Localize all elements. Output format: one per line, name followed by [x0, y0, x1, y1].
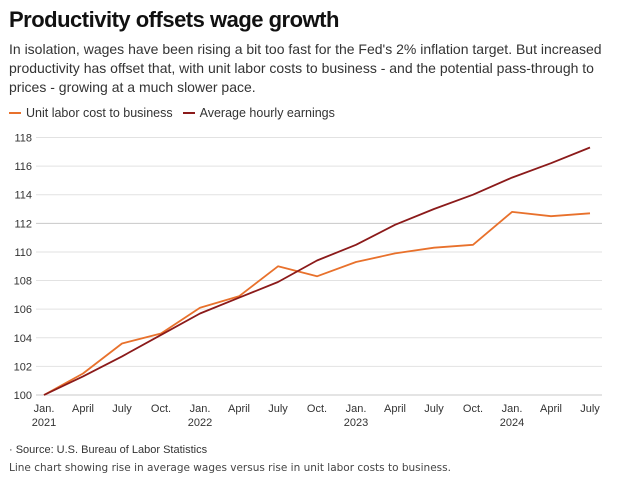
x-tick-label: April [540, 403, 562, 415]
x-tick-label: July [424, 403, 444, 415]
chart-caption: Line chart showing rise in average wages… [9, 462, 451, 474]
series-line-unit-labor-cost-to-business [43, 211, 591, 396]
y-tick-label: 112 [14, 218, 32, 230]
legend-item-unit-labor-cost: Unit labor cost to business [9, 106, 173, 120]
y-tick-label: 102 [14, 361, 32, 373]
legend-label: Unit labor cost to business [26, 106, 173, 120]
source-note: · Source: U.S. Bureau of Labor Statistic… [9, 444, 208, 456]
x-tick-label: April [228, 403, 250, 415]
series-lines [43, 146, 591, 396]
legend-label: Average hourly earnings [199, 106, 335, 120]
x-tick-year-label: 2022 [188, 417, 212, 429]
y-axis-ticks: 100 102 104 106 108 110 112 114 116 118 [14, 133, 32, 403]
x-tick-label: July [112, 403, 132, 415]
y-tick-label: 110 [14, 247, 32, 259]
series-line-average-hourly-earnings [43, 146, 591, 396]
x-tick-label: Jan. [502, 403, 523, 415]
x-tick-year-label: 2021 [32, 417, 56, 429]
x-tick-label: April [72, 403, 94, 415]
chart-subtitle: In isolation, wages have been rising a b… [9, 41, 602, 95]
y-tick-label: 116 [14, 161, 32, 173]
y-tick-label: 100 [14, 390, 32, 402]
x-tick-label: Jan. [346, 403, 367, 415]
legend: Unit labor cost to business Average hour… [9, 106, 335, 120]
x-tick-label: April [384, 403, 406, 415]
chart-title: Productivity offsets wage growth [9, 7, 339, 32]
legend-item-average-hourly-earnings: Average hourly earnings [182, 106, 335, 120]
x-tick-label: Oct. [307, 403, 327, 415]
x-tick-label: Jan. [190, 403, 211, 415]
gridlines [36, 137, 602, 396]
y-tick-label: 108 [14, 276, 32, 288]
y-tick-label: 104 [14, 333, 32, 345]
x-tick-label: Oct. [151, 403, 171, 415]
x-tick-label: July [580, 403, 600, 415]
x-tick-label: July [268, 403, 288, 415]
x-tick-year-label: 2024 [500, 417, 524, 429]
legend-swatch-average-hourly-earnings [182, 112, 195, 114]
x-axis-ticks: Jan. 2021 April July Oct. Jan. 2022 April July Oc… [32, 403, 601, 429]
legend-swatch-unit-labor-cost [9, 112, 21, 114]
y-tick-label: 114 [14, 190, 32, 202]
x-tick-label: Oct. [463, 403, 483, 415]
x-tick-year-label: 2023 [344, 417, 368, 429]
y-tick-label: 118 [14, 133, 32, 145]
x-tick-label: Jan. [34, 403, 55, 415]
line-chart: 100 102 104 106 108 110 112 114 116 118 Jan. 2021 A… [14, 133, 602, 429]
y-tick-label: 106 [14, 304, 32, 316]
